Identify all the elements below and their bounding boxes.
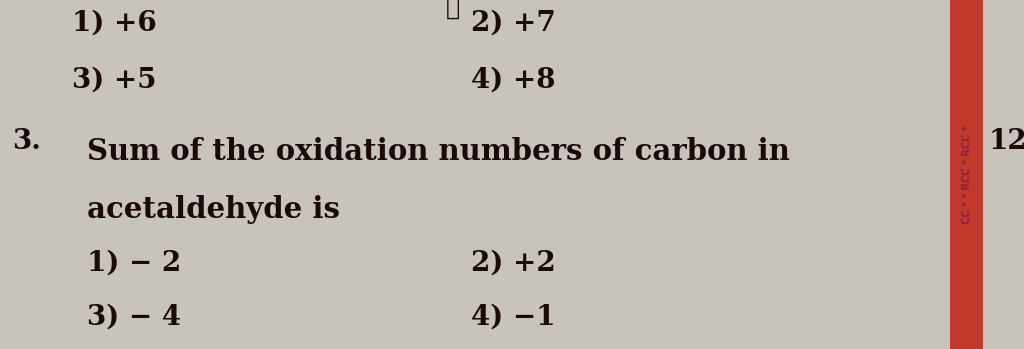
Text: 2) +2: 2) +2 — [471, 250, 556, 277]
Text: acetaldehyde is: acetaldehyde is — [87, 195, 340, 224]
Text: 3.: 3. — [12, 128, 41, 155]
Text: 4) +8: 4) +8 — [471, 67, 556, 94]
Text: Sum of the oxidation numbers of carbon in: Sum of the oxidation numbers of carbon i… — [87, 137, 790, 166]
Text: 1) − 2: 1) − 2 — [87, 250, 181, 277]
Text: 1) +6: 1) +6 — [72, 9, 157, 36]
Text: 12.: 12. — [988, 128, 1024, 155]
Text: 2) +7: 2) +7 — [471, 9, 556, 36]
Text: 3) − 4: 3) − 4 — [87, 304, 181, 331]
Text: 4) −1: 4) −1 — [471, 304, 556, 331]
Text: CC * * RCC * RCC *: CC * * RCC * RCC * — [962, 125, 972, 224]
Text: 3) +5: 3) +5 — [72, 67, 157, 94]
Text: ✓: ✓ — [445, 0, 460, 20]
Bar — [950, 0, 983, 349]
